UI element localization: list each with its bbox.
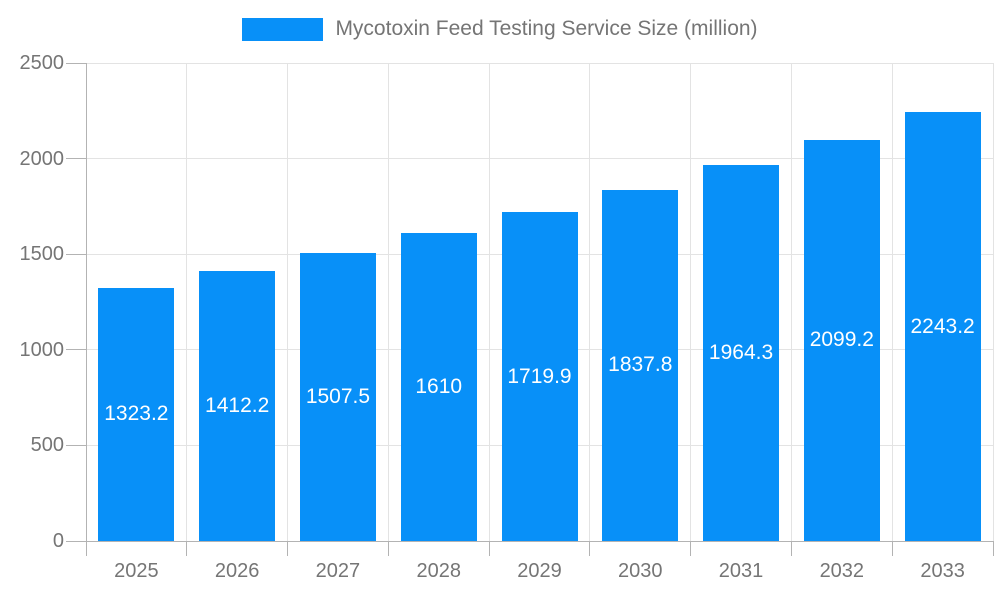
y-tick [66,349,86,351]
x-axis-line [66,540,993,542]
bar-value-label: 1323.2 [104,402,169,426]
v-gridline [790,63,792,541]
bar-value-label: 2243.2 [910,314,975,338]
bar-2030[interactable] [602,189,679,541]
v-gridline [488,63,490,541]
y-axis-label: 2000 [19,147,65,170]
v-gridline [186,63,188,541]
x-axis-label: 2033 [920,560,965,582]
x-tick [992,541,994,556]
v-gridline [690,63,692,541]
x-tick [186,541,188,556]
x-tick [790,541,792,556]
bar-value-label: 2099.2 [809,328,874,352]
x-axis-label: 2030 [618,560,663,582]
x-tick [488,541,490,556]
x-tick [287,541,289,556]
bar-2031[interactable] [703,165,780,541]
x-tick [690,541,692,556]
v-gridline [287,63,289,541]
bar-2026[interactable] [199,270,276,541]
x-axis-label: 2025 [114,560,159,582]
legend-swatch [242,17,324,41]
v-gridline [891,63,893,541]
y-axis-line [85,63,87,556]
x-tick [589,541,591,556]
bar-2029[interactable] [501,212,578,541]
bar-2032[interactable] [803,139,880,541]
y-axis-label: 2500 [19,52,65,74]
bar-value-label: 1964.3 [708,341,774,365]
x-axis-label: 2031 [718,560,764,582]
legend-label: Mycotoxin Feed Testing Service Size (mil… [335,17,758,40]
x-tick [891,541,893,556]
y-tick [66,253,86,255]
bar-value-label: 1610 [415,375,463,399]
bar-value-label: 1837.8 [608,353,673,377]
x-axis-label: 2029 [517,560,562,582]
y-axis-label: 500 [30,434,64,457]
x-tick [387,541,389,556]
y-tick [66,158,86,160]
y-axis-label: 1000 [19,338,65,361]
x-axis-label: 2027 [315,560,361,582]
legend: Mycotoxin Feed Testing Service Size (mil… [0,17,1000,41]
x-axis-label: 2026 [214,560,260,582]
x-axis-label: 2032 [819,560,865,582]
bar-value-label: 1412.2 [205,393,270,417]
y-axis-label: 0 [52,530,64,552]
v-gridline [992,63,994,541]
y-tick [66,444,86,446]
y-axis-label: 1500 [19,243,65,266]
h-gridline [86,158,993,160]
legend-item[interactable]: Mycotoxin Feed Testing Service Size (mil… [242,17,758,41]
v-gridline [589,63,591,541]
v-gridline [387,63,389,541]
bar-value-label: 1719.9 [507,364,572,388]
x-axis-label: 2028 [416,560,461,582]
h-gridline [86,62,993,64]
bar-value-label: 1507.5 [305,384,371,408]
bar-2025[interactable] [98,288,175,541]
y-tick [66,62,86,64]
bar-2028[interactable] [400,233,477,541]
bar-2027[interactable] [299,252,376,541]
bar-2033[interactable] [904,112,981,541]
